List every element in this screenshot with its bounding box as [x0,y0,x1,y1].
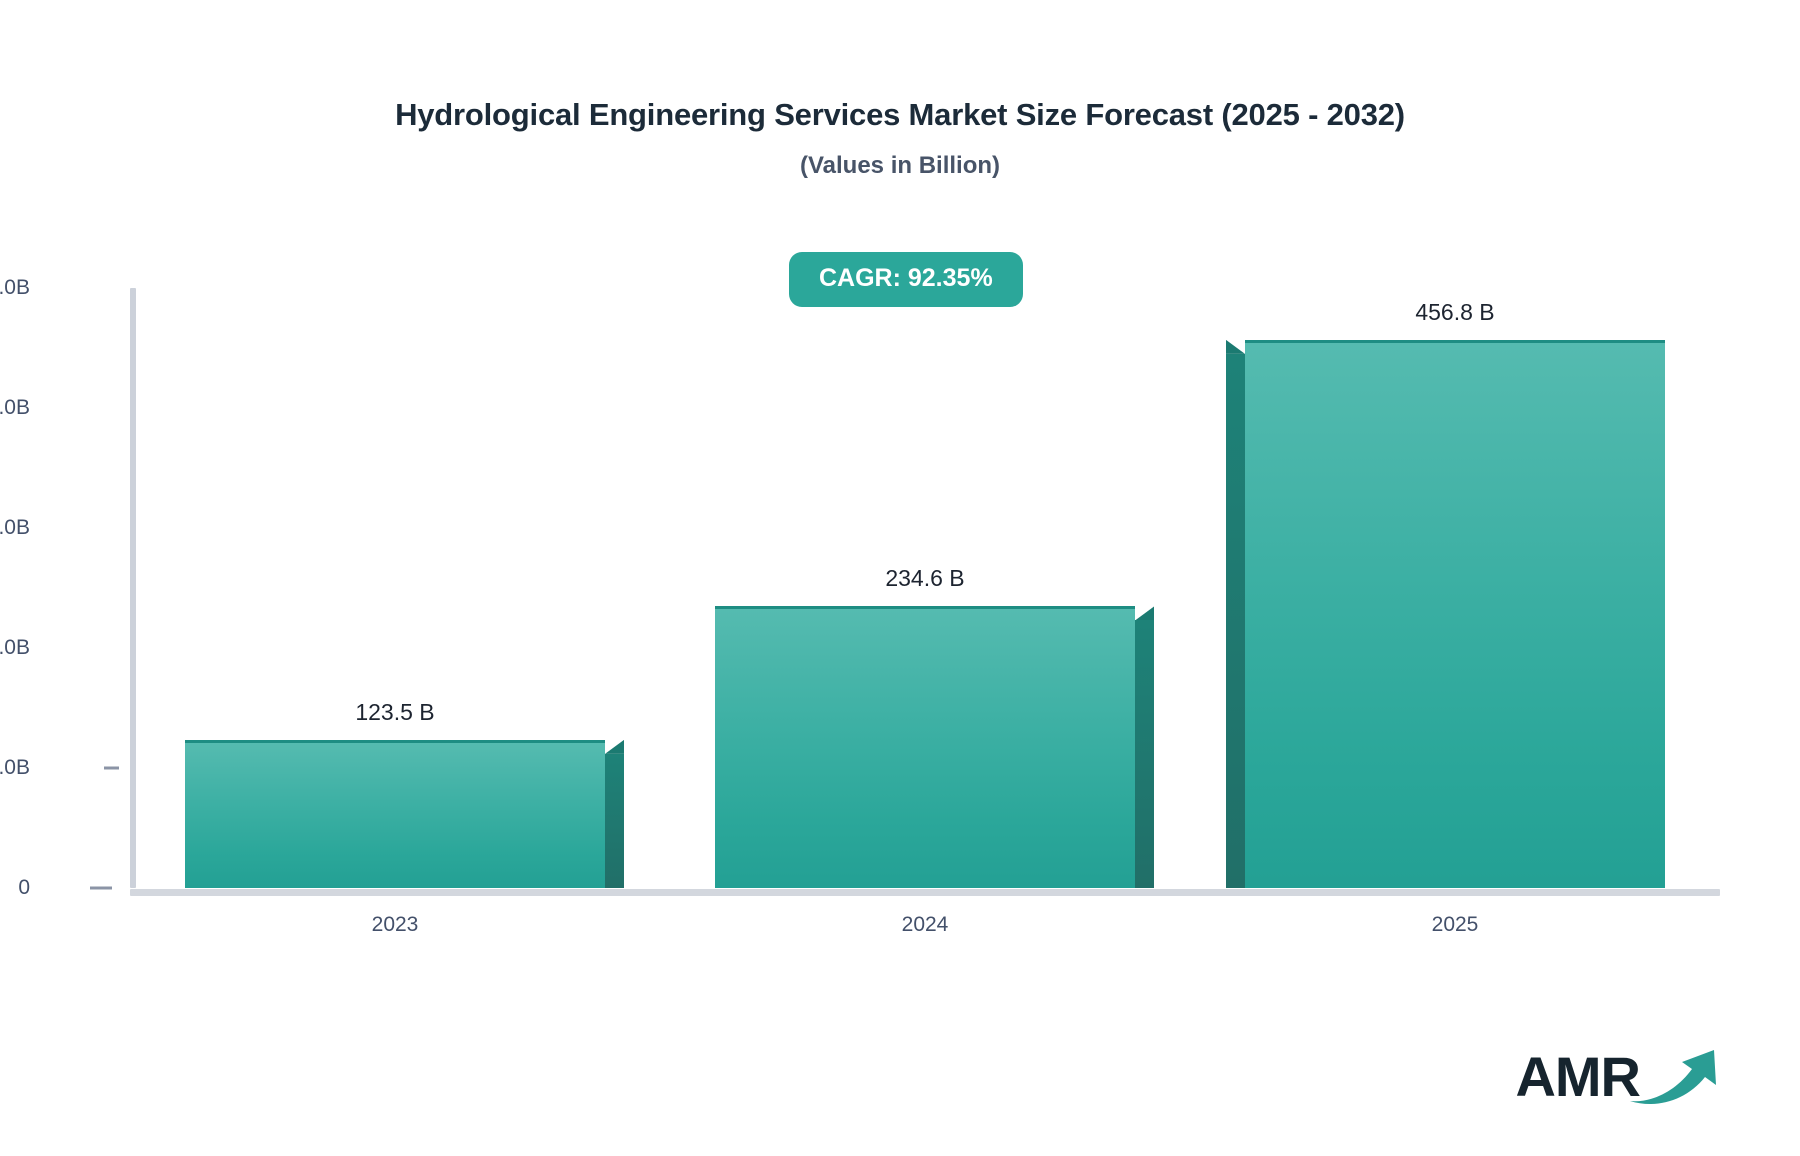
y-axis-line [130,288,136,888]
y-axis-tick-mark [104,766,119,770]
bar-left-face [1226,353,1245,888]
bar-right-bevel [605,739,624,754]
x-axis-tick-label: 2023 [371,913,419,936]
bar-right-face [1135,620,1154,888]
y-axis-tick-label: 200.0B [0,636,30,659]
trending-up-arrow-icon [1626,1045,1722,1112]
plot-area: 0 100.0B 200.0B 300.0B 400.0B 500.0B 123.5 B 2… [0,276,1720,936]
chart-subtitle: (Values in Billion) [799,152,1001,180]
y-axis-tick-mark [90,886,112,890]
bar-left-bevel [1226,339,1245,354]
bar-front-face [185,739,605,888]
page-title: Hydrological Engineering Services Market… [395,97,1405,132]
title-block: Hydrological Engineering Services Market… [0,96,1800,181]
cagr-badge: CAGR: 92.35% [789,252,1023,307]
bar-2024 [715,606,1154,888]
bar-value-label: 123.5 B [355,698,435,725]
bar-right-face [605,753,624,888]
y-axis-tick-label: 0 [18,876,30,899]
y-axis-tick-label: 400.0B [0,396,30,419]
x-axis-line [130,889,1720,896]
bar-2025 [1226,339,1665,888]
bar-value-label: 456.8 B [1415,298,1495,325]
y-axis-tick-label: 300.0B [0,516,30,539]
bar-front-face [1245,339,1665,888]
bar-front-face [715,606,1135,888]
x-axis-tick-label: 2025 [1431,913,1479,936]
bar-2023 [185,739,624,888]
amr-logo: AMR [1515,1045,1722,1108]
y-axis-tick-label: 100.0B [0,756,30,779]
y-axis-tick-label: 500.0B [0,276,30,299]
amr-logo-text: AMR [1515,1044,1641,1108]
bar-value-label: 234.6 B [885,565,965,592]
bar-right-bevel [1135,606,1154,621]
x-axis-tick-label: 2024 [901,913,949,936]
